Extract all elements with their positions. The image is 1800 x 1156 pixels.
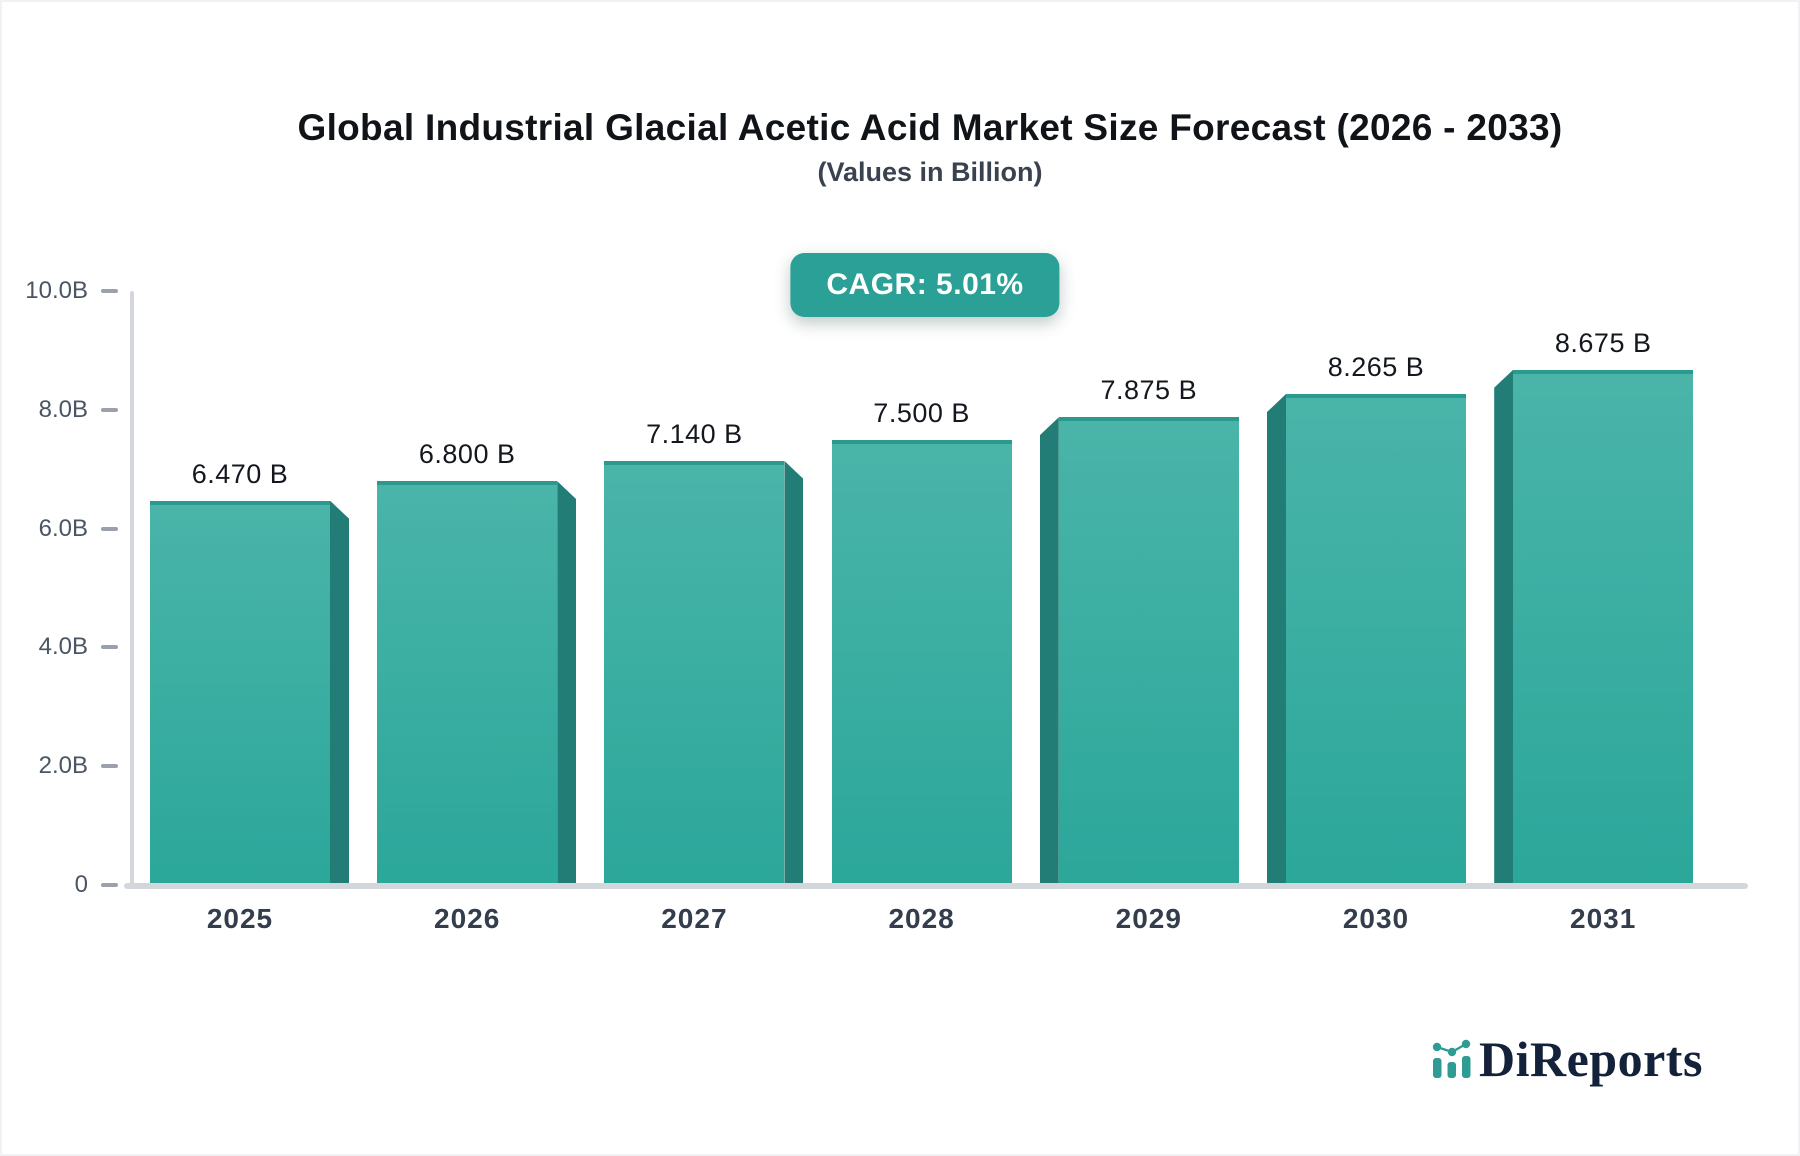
y-axis-tick-label: 10.0B: [25, 277, 88, 304]
y-axis-tick-label: 4.0B: [38, 633, 88, 661]
bar-2025: [150, 500, 330, 885]
y-axis-tick-label: 2.0B: [38, 752, 88, 780]
bar-value-label-2031: 8.675 B: [1554, 327, 1652, 358]
bar-2031: [1513, 369, 1694, 885]
bar-side-face-2025: [330, 500, 349, 885]
y-axis-tick-mark: [101, 526, 118, 531]
chart-title: Global Industrial Glacial Acetic Acid Ma…: [297, 107, 1563, 148]
bar-2028: [831, 439, 1012, 885]
y-axis-tick-label: 8.0B: [38, 395, 88, 423]
x-axis-label-2031: 2031: [1570, 903, 1637, 934]
x-axis-label-2025: 2025: [206, 903, 274, 934]
logo-text: DiReports: [1479, 1031, 1703, 1087]
bar-2027: [604, 460, 785, 885]
bar-side-face-2031: [1494, 369, 1514, 885]
y-axis-line: [130, 291, 134, 885]
y-axis-tick-mark: [101, 289, 118, 293]
chart-subtitle: (Values in Billion): [817, 157, 1043, 187]
x-axis-label-2029: 2029: [1115, 903, 1182, 934]
y-axis-tick-mark: [101, 407, 118, 412]
x-axis-label-2026: 2026: [434, 903, 501, 934]
logo-chart-icon: [1432, 1039, 1471, 1078]
y-axis-tick-mark: [101, 764, 118, 769]
bar-value-label-2027: 7.140 B: [646, 418, 743, 449]
bar-value-label-2030: 8.265 B: [1327, 352, 1425, 383]
bar-value-label-2029: 7.875 B: [1100, 375, 1198, 406]
y-axis-tick-label: 0: [74, 871, 88, 898]
bar-2030: [1286, 394, 1466, 885]
x-axis-label-2027: 2027: [661, 903, 728, 934]
cagr-badge: CAGR: 5.01%: [790, 253, 1060, 317]
bar-value-label-2028: 7.500 B: [873, 397, 970, 428]
y-axis-tick-label: 6.0B: [38, 514, 88, 542]
y-axis-tick-mark: [101, 883, 118, 887]
bar-value-label-2026: 6.800 B: [418, 439, 516, 470]
y-axis-tick-mark: [101, 645, 118, 650]
bar-side-face-2027: [784, 460, 804, 885]
bar-side-face-2026: [557, 481, 577, 885]
x-axis-label-2028: 2028: [888, 903, 955, 934]
bar-value-label-2025: 6.470 B: [191, 458, 289, 489]
bar-2026: [377, 481, 558, 885]
direports-logo: DiReports: [1430, 1031, 1703, 1087]
x-axis-baseline: [124, 883, 1748, 889]
x-axis-label-2030: 2030: [1342, 903, 1410, 934]
bar-side-face-2030: [1267, 394, 1286, 885]
bar-side-face-2029: [1039, 417, 1059, 885]
bar-2029: [1058, 417, 1239, 885]
